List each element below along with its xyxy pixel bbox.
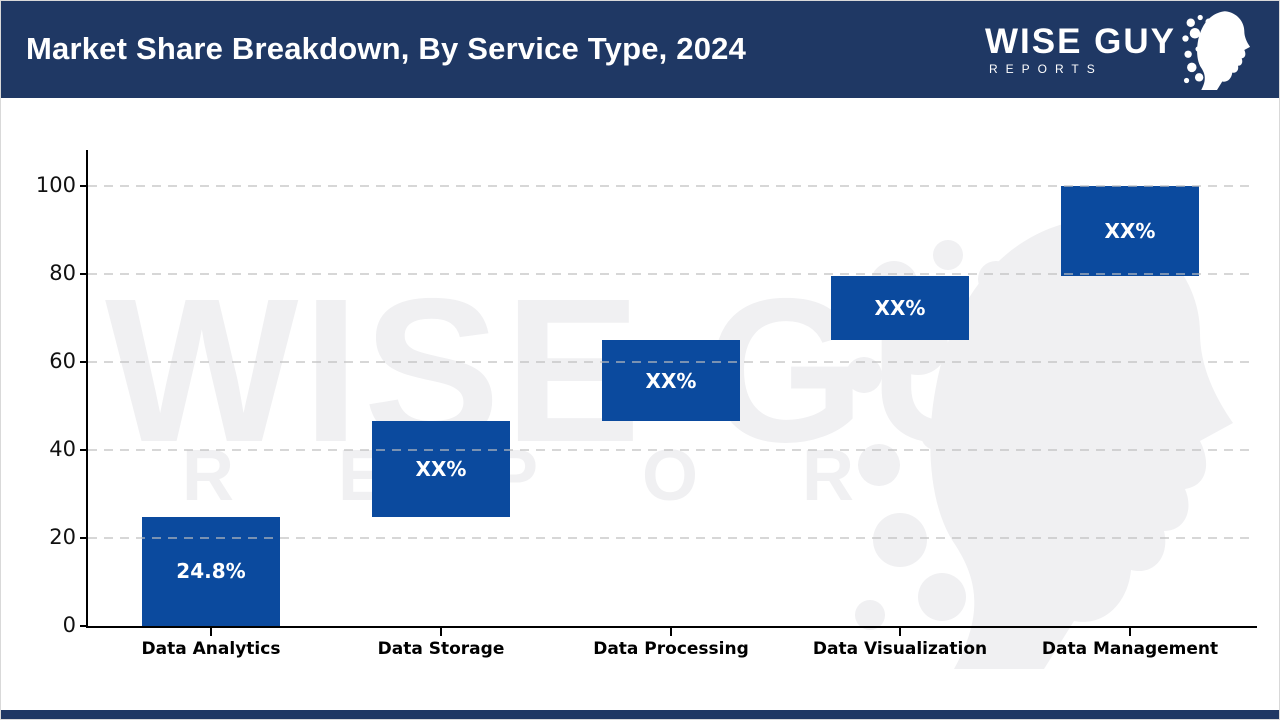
- y-tick-mark: [80, 273, 88, 275]
- bar-value-label: XX%: [645, 368, 697, 393]
- bar-segment: 24.8%: [142, 516, 280, 626]
- footer-bar: [0, 710, 1280, 720]
- x-tick-mark: [1129, 628, 1131, 636]
- bar-segment: XX%: [372, 421, 510, 517]
- y-tick-label: 60: [49, 349, 76, 373]
- brand-logo-text: WISE GUY REPORTS: [985, 24, 1176, 75]
- y-tick-mark: [80, 185, 88, 187]
- bar-segment: XX%: [831, 276, 969, 340]
- y-tick-label: 100: [35, 173, 76, 197]
- gridline: [88, 449, 1255, 451]
- header-bar: Market Share Breakdown, By Service Type,…: [0, 0, 1280, 98]
- x-tick-mark: [210, 628, 212, 636]
- y-tick-label: 40: [49, 437, 76, 461]
- bar-value-label: XX%: [874, 296, 926, 321]
- bar-value-label: XX%: [1104, 219, 1156, 244]
- gridline: [88, 361, 1255, 363]
- brand-name: WISE GUY: [984, 21, 1176, 61]
- page-title: Market Share Breakdown, By Service Type,…: [26, 31, 747, 66]
- x-category-label: Data Processing: [593, 639, 749, 659]
- y-tick-mark: [80, 537, 88, 539]
- y-tick-label: 0: [62, 613, 76, 637]
- x-category-label: Data Visualization: [812, 639, 988, 659]
- x-tick-mark: [899, 628, 901, 636]
- y-tick-mark: [80, 449, 88, 451]
- x-category-label: Data Management: [1041, 639, 1219, 659]
- gridline: [88, 273, 1255, 275]
- bar-value-label: 24.8%: [176, 559, 246, 584]
- x-axis-line: [86, 626, 1257, 628]
- gridline: [88, 537, 1255, 539]
- face-profile-icon: [1182, 11, 1251, 90]
- y-tick-label: 80: [49, 261, 76, 285]
- bar-value-label: XX%: [415, 457, 467, 482]
- bar-segment: XX%: [602, 340, 740, 422]
- y-tick-label: 20: [49, 525, 76, 549]
- x-category-label: Data Analytics: [141, 639, 281, 659]
- x-tick-mark: [670, 628, 672, 636]
- x-category-label: Data Storage: [377, 639, 505, 659]
- y-tick-mark: [80, 625, 88, 627]
- brand-subname: REPORTS: [988, 61, 1103, 76]
- x-tick-mark: [440, 628, 442, 636]
- brand-logo: WISE GUY REPORTS: [985, 7, 1254, 91]
- y-axis-line: [86, 150, 88, 628]
- gridline: [88, 185, 1255, 187]
- bar-segment: XX%: [1061, 186, 1199, 277]
- y-tick-mark: [80, 361, 88, 363]
